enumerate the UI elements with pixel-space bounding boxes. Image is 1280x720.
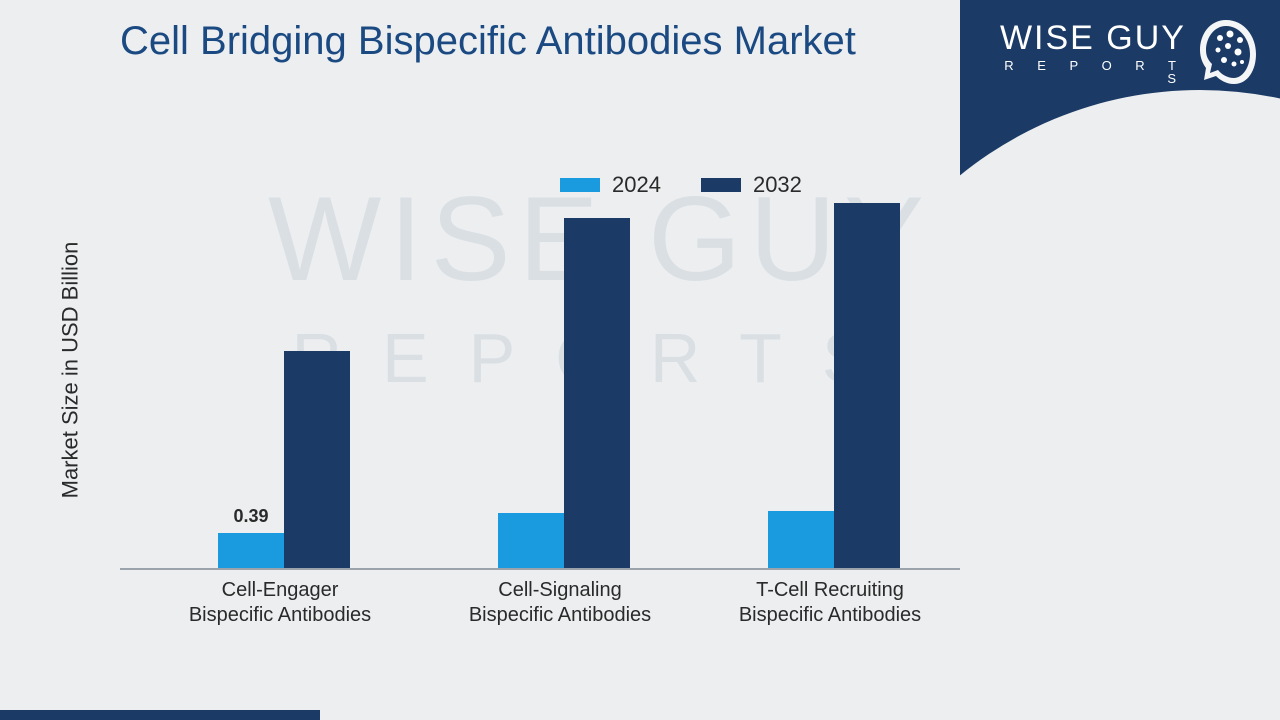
bar-2032 bbox=[834, 203, 900, 570]
bar-group: T-Cell Recruiting Bispecific Antibodies bbox=[730, 170, 930, 570]
bar-2024 bbox=[768, 511, 834, 570]
category-label: T-Cell Recruiting Bispecific Antibodies bbox=[730, 570, 930, 628]
brand-main-text: WISE GUY bbox=[978, 21, 1186, 55]
footer-accent-bar bbox=[0, 710, 320, 720]
bar-2024 bbox=[218, 533, 284, 570]
bar-value-label: 0.39 bbox=[201, 506, 301, 527]
brand-head-icon bbox=[1196, 18, 1258, 88]
y-axis-label-wrap: Market Size in USD Billion bbox=[55, 170, 85, 570]
brand-text: WISE GUY R E P O R T S bbox=[978, 21, 1186, 85]
category-label: Cell-Signaling Bispecific Antibodies bbox=[460, 570, 660, 628]
category-label: Cell-Engager Bispecific Antibodies bbox=[180, 570, 380, 628]
x-axis-baseline bbox=[120, 568, 960, 570]
bar-group: Cell-Signaling Bispecific Antibodies bbox=[460, 170, 660, 570]
bar-2032 bbox=[564, 218, 630, 570]
plot-area: 0.39Cell-Engager Bispecific Antibodies Ce… bbox=[120, 170, 960, 570]
bar-group: 0.39Cell-Engager Bispecific Antibodies bbox=[180, 170, 380, 570]
bar-2032 bbox=[284, 351, 350, 570]
bar-2024 bbox=[498, 513, 564, 570]
stage: WISE GUY R E P O R T S WISE GUY REPORTS … bbox=[0, 0, 1280, 720]
brand-logo: WISE GUY R E P O R T S bbox=[978, 18, 1258, 88]
brand-sub-text: R E P O R T S bbox=[978, 59, 1186, 85]
page-title: Cell Bridging Bispecific Antibodies Mark… bbox=[120, 18, 860, 64]
y-axis-label: Market Size in USD Billion bbox=[57, 242, 83, 499]
bar-chart: 0.39Cell-Engager Bispecific Antibodies Ce… bbox=[120, 170, 960, 570]
